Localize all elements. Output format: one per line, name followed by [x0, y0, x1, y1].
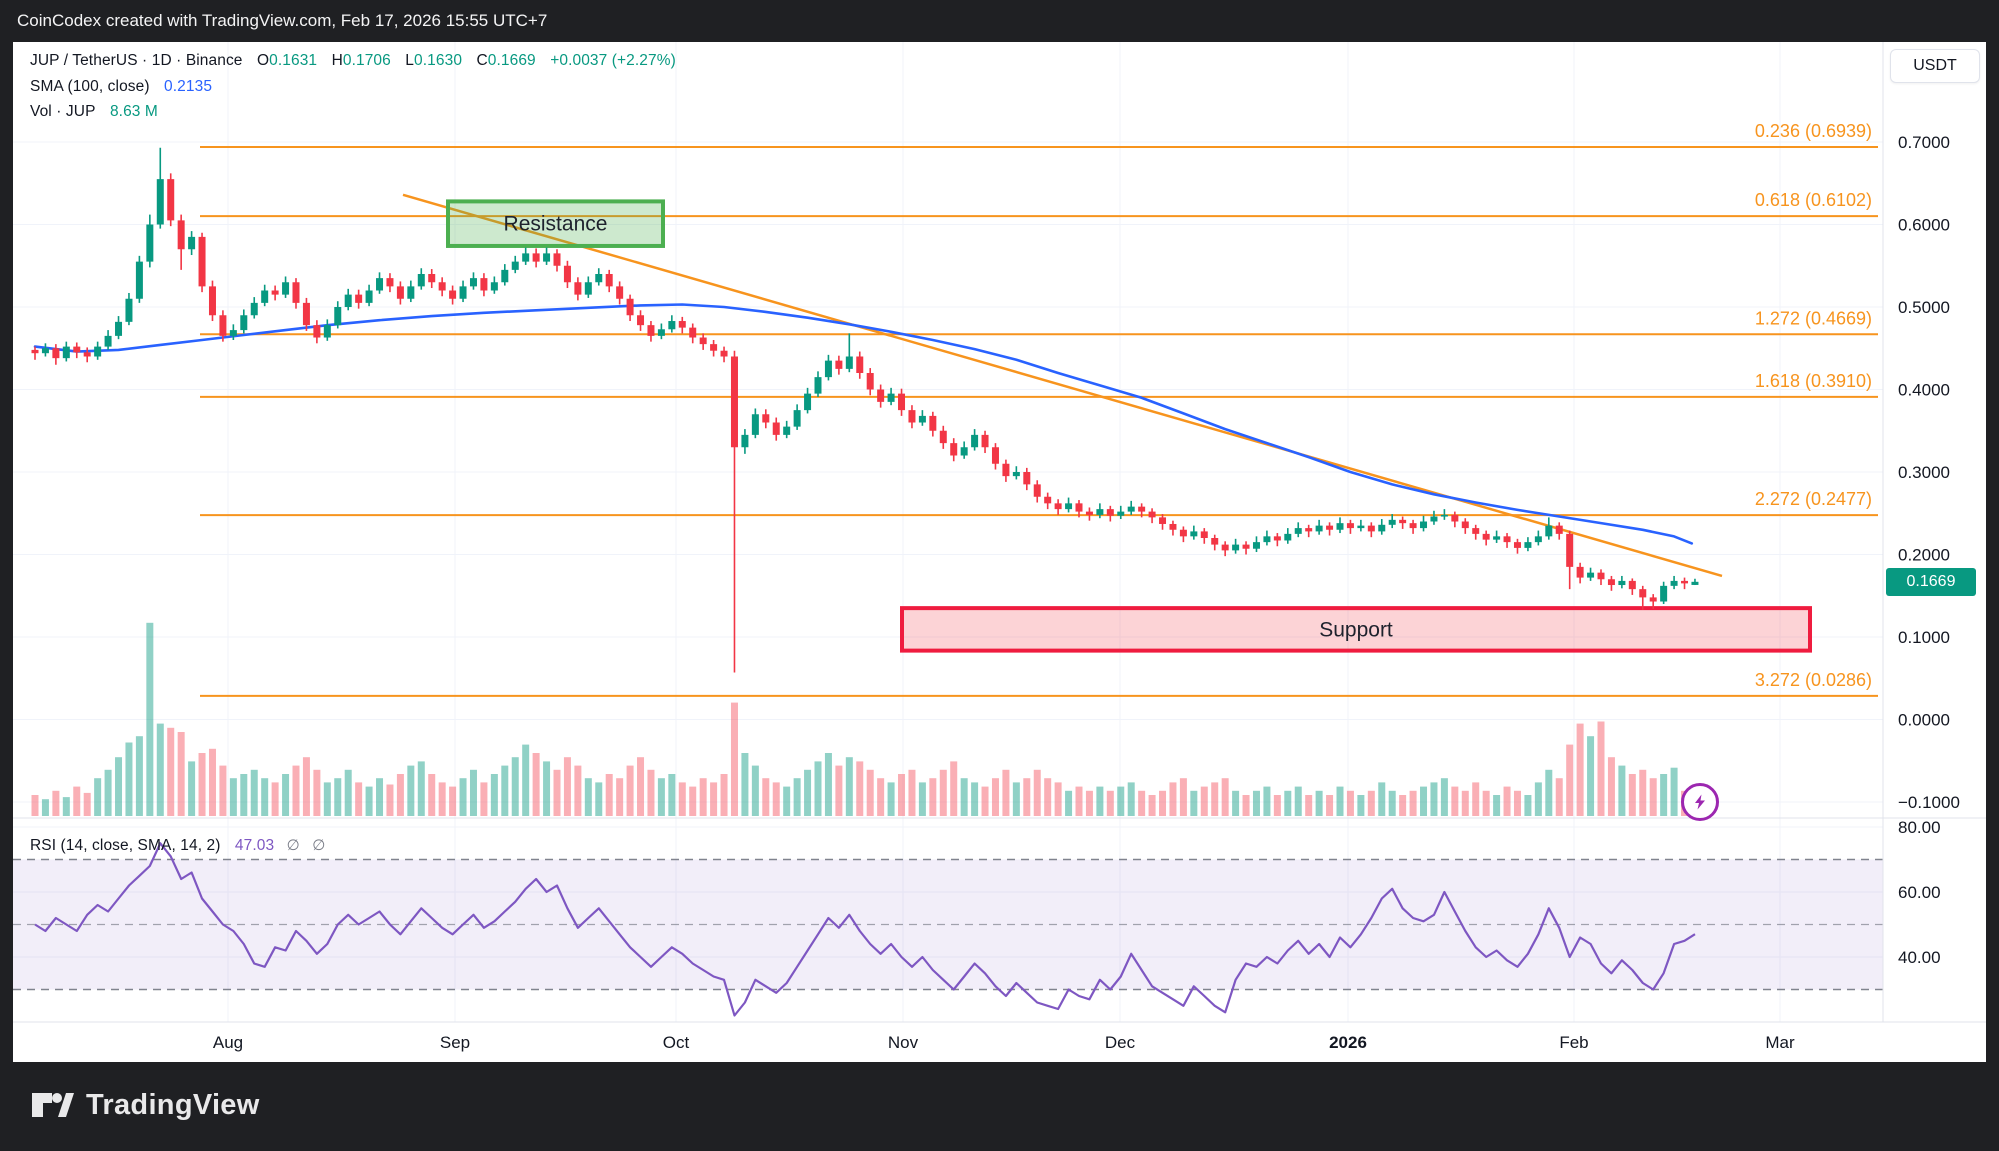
svg-text:1.618 (0.3910): 1.618 (0.3910)	[1755, 371, 1872, 391]
svg-text:Support: Support	[1319, 618, 1393, 641]
currency-toggle-button[interactable]: USDT	[1890, 49, 1980, 83]
svg-text:40.00: 40.00	[1898, 948, 1941, 967]
volume-legend-row: Vol · JUP 8.63 M	[30, 103, 158, 121]
last-price-badge: 0.1669	[1886, 568, 1976, 596]
svg-text:0.236 (0.6939): 0.236 (0.6939)	[1755, 121, 1872, 141]
last-price-value: 0.1669	[1906, 573, 1956, 590]
price-chart: 0.236 (0.6939) 0.618 (0.6102) 1.272 (0.4…	[13, 42, 1986, 1052]
svg-text:Nov: Nov	[888, 1033, 919, 1052]
ohlc-close-value: 0.1669	[487, 52, 536, 69]
lightning-bolt-icon	[1695, 794, 1705, 810]
svg-text:Oct: Oct	[663, 1033, 690, 1052]
tradingview-brand: TradingView	[30, 1085, 260, 1125]
ohlc-open-value: 0.1631	[269, 52, 318, 69]
snapshot-header: CoinCodex created with TradingView.com, …	[0, 0, 1999, 42]
ohlc-high-value: 0.1706	[342, 52, 391, 69]
grid-lines	[13, 42, 1883, 1022]
rsi-hidden-value-icon: ∅	[312, 837, 326, 854]
svg-text:Mar: Mar	[1765, 1033, 1795, 1052]
svg-text:Dec: Dec	[1105, 1033, 1136, 1052]
currency-label: USDT	[1913, 57, 1957, 74]
ohlc-high-label: H	[331, 52, 343, 69]
price-axis-labels: 0.7000 0.6000 0.5000 0.4000 0.3000 0.2000 0.10…	[1898, 133, 1960, 967]
svg-text:2.272 (0.2477): 2.272 (0.2477)	[1755, 489, 1872, 509]
svg-text:2026: 2026	[1329, 1033, 1367, 1052]
rsi-legend-row: RSI (14, close, SMA, 14, 2) 47.03 ∅ ∅	[30, 836, 325, 855]
volume-value: 8.63 M	[109, 103, 158, 120]
volume-bars	[31, 622, 1699, 816]
svg-text:60.00: 60.00	[1898, 883, 1941, 902]
svg-text:0.618 (0.6102): 0.618 (0.6102)	[1755, 190, 1872, 210]
svg-text:0.7000: 0.7000	[1898, 133, 1950, 152]
rsi-band	[13, 858, 1883, 991]
svg-text:0.0000: 0.0000	[1898, 711, 1950, 730]
svg-text:80.00: 80.00	[1898, 818, 1941, 837]
svg-text:0.2000: 0.2000	[1898, 546, 1950, 565]
volume-label: Vol · JUP	[30, 103, 96, 120]
sma-legend-row: SMA (100, close) 0.2135	[30, 78, 212, 96]
ohlc-close-label: C	[476, 52, 488, 69]
change-value: +0.0037 (+2.27%)	[550, 52, 676, 69]
svg-text:3.272 (0.0286): 3.272 (0.0286)	[1755, 670, 1872, 690]
flash-icon	[1681, 783, 1719, 821]
svg-text:Resistance: Resistance	[504, 213, 608, 236]
candlesticks	[31, 147, 1699, 673]
svg-text:0.1000: 0.1000	[1898, 628, 1950, 647]
trendline	[402, 193, 1723, 578]
svg-text:Sep: Sep	[440, 1033, 470, 1052]
rsi-line	[34, 842, 1696, 1017]
snapshot-header-text: CoinCodex created with TradingView.com, …	[17, 11, 548, 30]
symbol-legend-row: JUP / TetherUS · 1D · Binance O0.1631 H0…	[30, 52, 676, 70]
svg-text:0.3000: 0.3000	[1898, 463, 1950, 482]
svg-text:Feb: Feb	[1559, 1033, 1588, 1052]
time-axis-labels: Aug Sep Oct Nov Dec 2026 Feb Mar	[213, 1033, 1795, 1052]
svg-text:Aug: Aug	[213, 1033, 243, 1052]
svg-text:−0.1000: −0.1000	[1898, 793, 1960, 812]
sma-label: SMA (100, close)	[30, 78, 150, 95]
svg-text:0.4000: 0.4000	[1898, 381, 1950, 400]
svg-text:0.6000: 0.6000	[1898, 216, 1950, 235]
tradingview-logo-icon	[32, 1093, 74, 1117]
sma-line	[33, 303, 1694, 545]
svg-text:0.5000: 0.5000	[1898, 298, 1950, 317]
sr-zones: Resistance Support	[446, 199, 1812, 653]
brand-text: TradingView	[86, 1088, 260, 1121]
rsi-label: RSI (14, close, SMA, 14, 2)	[30, 837, 221, 854]
ohlc-open-label: O	[256, 52, 270, 69]
rsi-hidden-value-icon: ∅	[286, 837, 300, 854]
svg-text:1.272 (0.4669): 1.272 (0.4669)	[1755, 308, 1872, 328]
rsi-value: 47.03	[234, 837, 275, 854]
symbol-title: JUP / TetherUS · 1D · Binance	[30, 52, 243, 69]
ohlc-low-value: 0.1630	[414, 52, 463, 69]
ohlc-low-label: L	[405, 52, 415, 69]
pane-separators	[13, 42, 1986, 1023]
sma-value: 0.2135	[164, 78, 213, 95]
